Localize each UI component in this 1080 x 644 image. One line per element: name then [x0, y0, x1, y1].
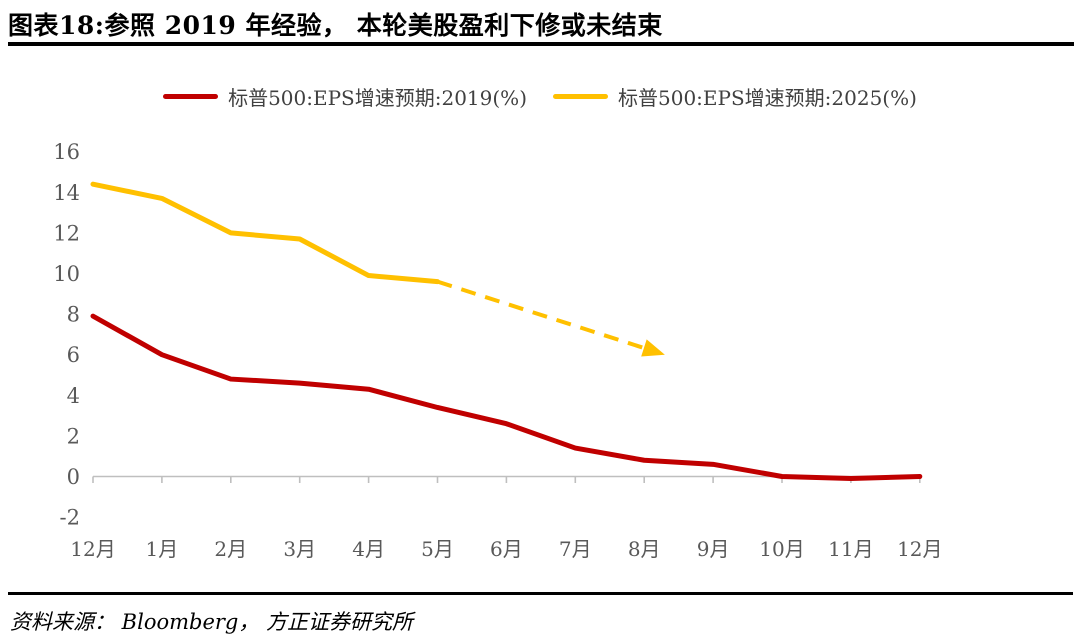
legend-label-2019: 标普500:EPS增速预期:2019(%) [228, 86, 527, 110]
y-axis-label: 14 [53, 181, 80, 205]
y-axis-label: 0 [67, 465, 80, 489]
y-axis-label: -2 [60, 506, 80, 530]
x-axis-label: 4月 [352, 537, 385, 561]
y-axis-label: 12 [53, 221, 80, 245]
x-axis-label: 8月 [628, 537, 661, 561]
y-axis-label: 4 [67, 384, 80, 408]
x-axis-label: 11月 [828, 537, 873, 561]
x-axis-label: 12月 [897, 537, 942, 561]
x-axis-label: 1月 [146, 537, 179, 561]
x-axis-label: 7月 [559, 537, 592, 561]
y-axis-label: 2 [67, 424, 80, 448]
x-axis-label: 5月 [421, 537, 454, 561]
x-axis-label: 9月 [697, 537, 730, 561]
series-line-1 [90, 181, 440, 285]
x-axis-label: 2月 [214, 537, 247, 561]
legend-label-2025: 标普500:EPS增速预期:2025(%) [618, 86, 917, 110]
chart-title: 图表18:参照 2019 年经验， 本轮美股盈利下修或未结束 [8, 11, 663, 40]
footer-divider [8, 592, 1073, 595]
chart-legend: 标普500:EPS增速预期:2019(%) 标普500:EPS增速预期:2025… [0, 82, 1080, 111]
series-line-0 [90, 313, 923, 482]
source-note: 资料来源： Bloomberg， 方正证券研究所 [10, 610, 414, 634]
legend-item-2025: 标普500:EPS增速预期:2025(%) [553, 82, 917, 111]
title-divider [8, 42, 1074, 46]
x-axis-label: 3月 [283, 537, 316, 561]
projection-dashed-line [436, 279, 651, 352]
y-axis-label: 6 [67, 343, 80, 367]
legend-line-swatch-2025 [553, 94, 608, 99]
x-axis-label: 6月 [490, 537, 523, 561]
y-axis-label: 16 [53, 140, 80, 164]
x-axis-label: 12月 [70, 537, 115, 561]
y-axis-label: 10 [53, 262, 80, 286]
legend-item-2019: 标普500:EPS增速预期:2019(%) [163, 82, 527, 111]
x-axis-label: 10月 [759, 537, 804, 561]
y-axis-label: 8 [67, 303, 80, 327]
projection-arrowhead-icon [641, 339, 665, 357]
legend-line-swatch-2019 [163, 94, 219, 99]
